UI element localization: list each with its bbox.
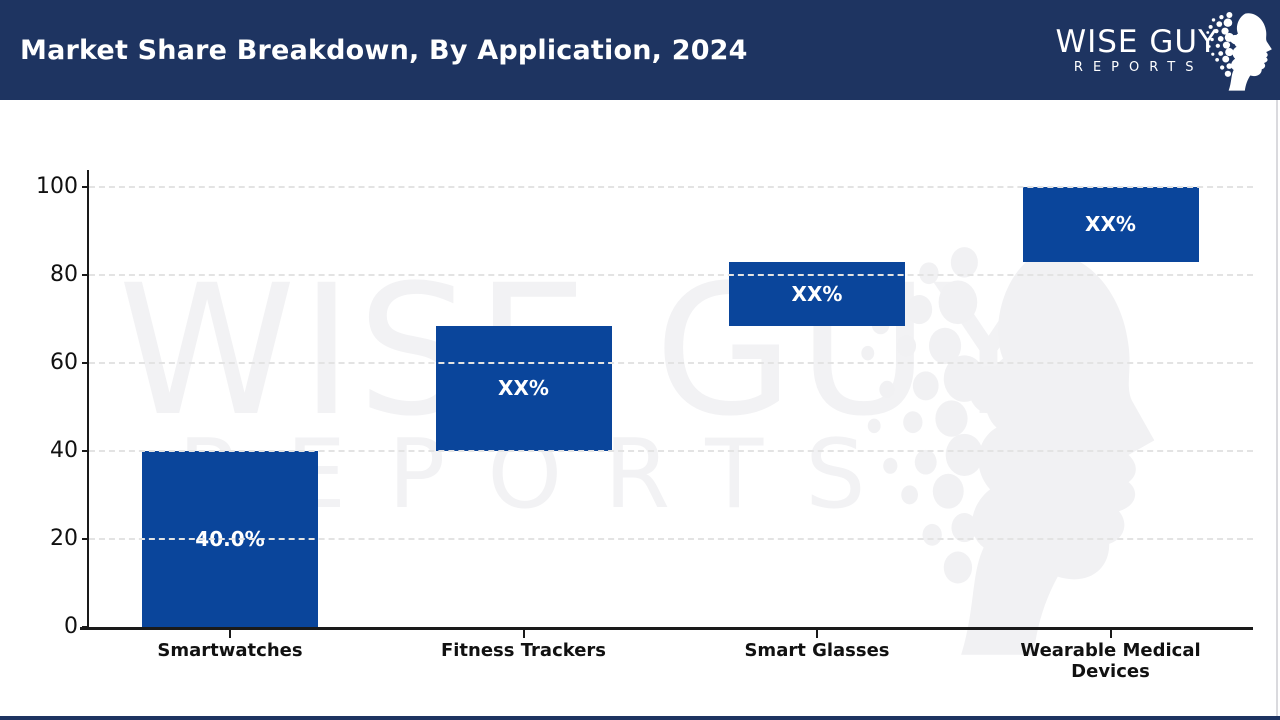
x-category-label: Smartwatches (157, 640, 303, 661)
logo-subtitle: REPORTS (1073, 59, 1204, 75)
bar-segment: XX% (435, 325, 612, 451)
x-category-label: Smart Glasses (744, 640, 890, 661)
x-category-label: Fitness Trackers (440, 640, 607, 661)
y-tick-label: 60 (50, 350, 78, 375)
y-tick-label: 100 (36, 174, 78, 199)
bar-value-label: XX% (791, 281, 843, 306)
x-axis-tick (1109, 630, 1112, 638)
header-band: Market Share Breakdown, By Application, … (0, 0, 1280, 100)
y-axis-tick (82, 362, 89, 364)
y-axis-tick (82, 186, 89, 188)
y-gridline (89, 274, 1253, 276)
y-axis-tick (82, 450, 89, 452)
y-tick-label: 20 (50, 526, 78, 551)
footer-band (0, 716, 1280, 720)
x-axis-tick (522, 630, 525, 638)
y-gridline (89, 450, 1253, 452)
logo-text: WISE GUY REPORTS (1055, 23, 1218, 75)
x-axis (80, 627, 1253, 630)
y-gridline (89, 362, 1253, 364)
y-gridline (89, 186, 1253, 188)
y-axis (87, 170, 89, 627)
y-axis-tick (82, 538, 89, 540)
bar-segment: XX% (1022, 187, 1199, 262)
y-gridline (89, 538, 1253, 540)
bar-value-label: XX% (498, 376, 549, 401)
x-axis-tick (816, 630, 818, 638)
wise-guy-logo: WISE GUY REPORTS (1055, 8, 1274, 92)
y-axis-tick (82, 274, 89, 276)
x-axis-tick (229, 630, 231, 638)
y-tick-label: 40 (50, 438, 78, 463)
page-edge-divider (1276, 100, 1278, 720)
logo-wordmark: WISE GUY (1055, 23, 1218, 60)
bar-segment: XX% (729, 261, 905, 326)
x-category-label: Wearable Medical Devices (1020, 640, 1201, 682)
page-title: Market Share Breakdown, By Application, … (20, 34, 748, 66)
head-profile-icon (1206, 12, 1272, 91)
bar-value-label: XX% (1085, 212, 1136, 237)
y-tick-label: 0 (64, 614, 78, 639)
y-tick-label: 80 (50, 262, 78, 287)
